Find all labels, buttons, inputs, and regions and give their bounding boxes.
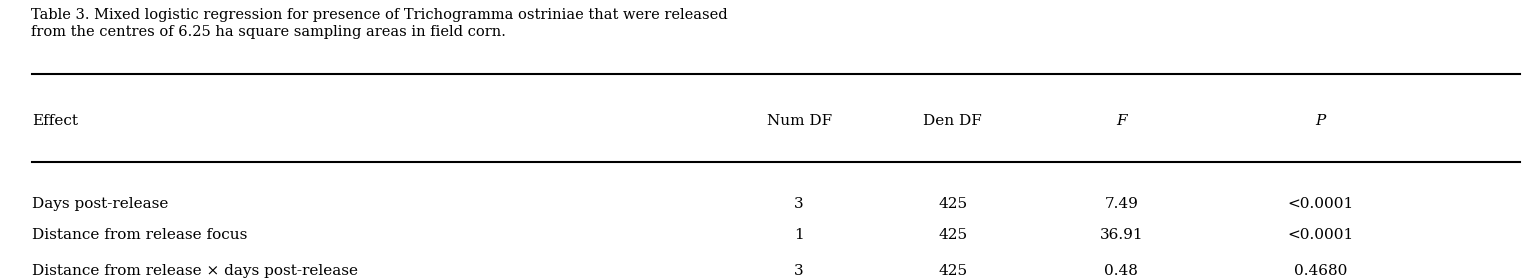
Text: <0.0001: <0.0001: [1288, 228, 1354, 242]
Text: <0.0001: <0.0001: [1288, 197, 1354, 211]
Text: 7.49: 7.49: [1105, 197, 1139, 211]
Text: Num DF: Num DF: [767, 114, 832, 128]
Text: P: P: [1316, 114, 1326, 128]
Text: 425: 425: [938, 264, 967, 278]
Text: 425: 425: [938, 197, 967, 211]
Text: 3: 3: [795, 197, 804, 211]
Text: 425: 425: [938, 228, 967, 242]
Text: 36.91: 36.91: [1099, 228, 1144, 242]
Text: 3: 3: [795, 264, 804, 278]
Text: F: F: [1116, 114, 1127, 128]
Text: Den DF: Den DF: [924, 114, 982, 128]
Text: 0.4680: 0.4680: [1294, 264, 1348, 278]
Text: Distance from release focus: Distance from release focus: [32, 228, 247, 242]
Text: 0.48: 0.48: [1105, 264, 1139, 278]
Text: Effect: Effect: [32, 114, 78, 128]
Text: 1: 1: [795, 228, 804, 242]
Text: Table 3. Mixed logistic regression for presence of Trichogramma ostriniae that w: Table 3. Mixed logistic regression for p…: [31, 8, 727, 39]
Text: Distance from release × days post-release: Distance from release × days post-releas…: [32, 264, 358, 278]
Text: Days post-release: Days post-release: [32, 197, 169, 211]
